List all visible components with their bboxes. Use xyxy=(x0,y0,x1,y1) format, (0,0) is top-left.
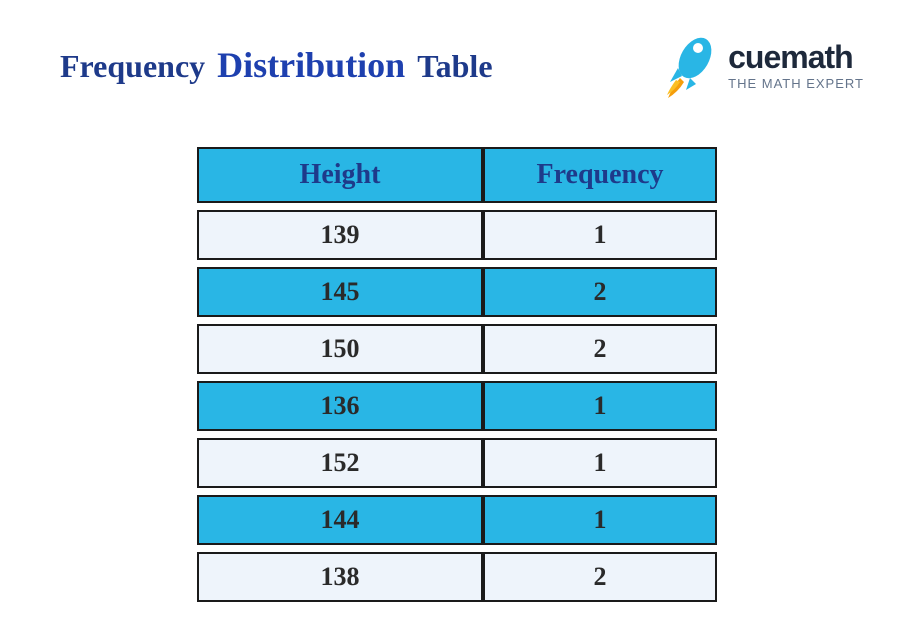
cell-height: 152 xyxy=(197,438,483,488)
title-word-distribution: Distribution xyxy=(217,44,405,86)
table-row: 139 1 xyxy=(197,210,717,260)
cell-frequency: 2 xyxy=(483,552,717,602)
rocket-icon xyxy=(660,30,720,100)
title-word-frequency: Frequency xyxy=(60,48,205,85)
cell-height: 138 xyxy=(197,552,483,602)
page-title: Frequency Distribution Table xyxy=(60,44,493,86)
title-word-table: Table xyxy=(417,48,492,85)
table-row: 136 1 xyxy=(197,381,717,431)
frequency-table: Height Frequency 139 1 145 2 150 2 136 1 xyxy=(197,140,717,609)
logo-sub-text: THE MATH EXPERT xyxy=(728,76,864,91)
table-header-row: Height Frequency xyxy=(197,147,717,203)
cell-height: 139 xyxy=(197,210,483,260)
logo-main-text: cuemath xyxy=(728,39,864,76)
brand-logo: cuemath THE MATH EXPERT xyxy=(660,30,864,100)
cell-height: 144 xyxy=(197,495,483,545)
cell-height: 145 xyxy=(197,267,483,317)
column-header-height: Height xyxy=(197,147,483,203)
column-header-frequency: Frequency xyxy=(483,147,717,203)
table-container: Height Frequency 139 1 145 2 150 2 136 1 xyxy=(0,140,914,609)
cell-frequency: 1 xyxy=(483,438,717,488)
table-row: 150 2 xyxy=(197,324,717,374)
cell-frequency: 1 xyxy=(483,210,717,260)
logo-text: cuemath THE MATH EXPERT xyxy=(728,39,864,91)
cell-height: 136 xyxy=(197,381,483,431)
table-row: 138 2 xyxy=(197,552,717,602)
cell-frequency: 1 xyxy=(483,495,717,545)
table-row: 144 1 xyxy=(197,495,717,545)
cell-frequency: 2 xyxy=(483,267,717,317)
cell-frequency: 2 xyxy=(483,324,717,374)
header: Frequency Distribution Table cuemath THE… xyxy=(0,0,914,120)
table-row: 152 1 xyxy=(197,438,717,488)
cell-height: 150 xyxy=(197,324,483,374)
table-row: 145 2 xyxy=(197,267,717,317)
cell-frequency: 1 xyxy=(483,381,717,431)
